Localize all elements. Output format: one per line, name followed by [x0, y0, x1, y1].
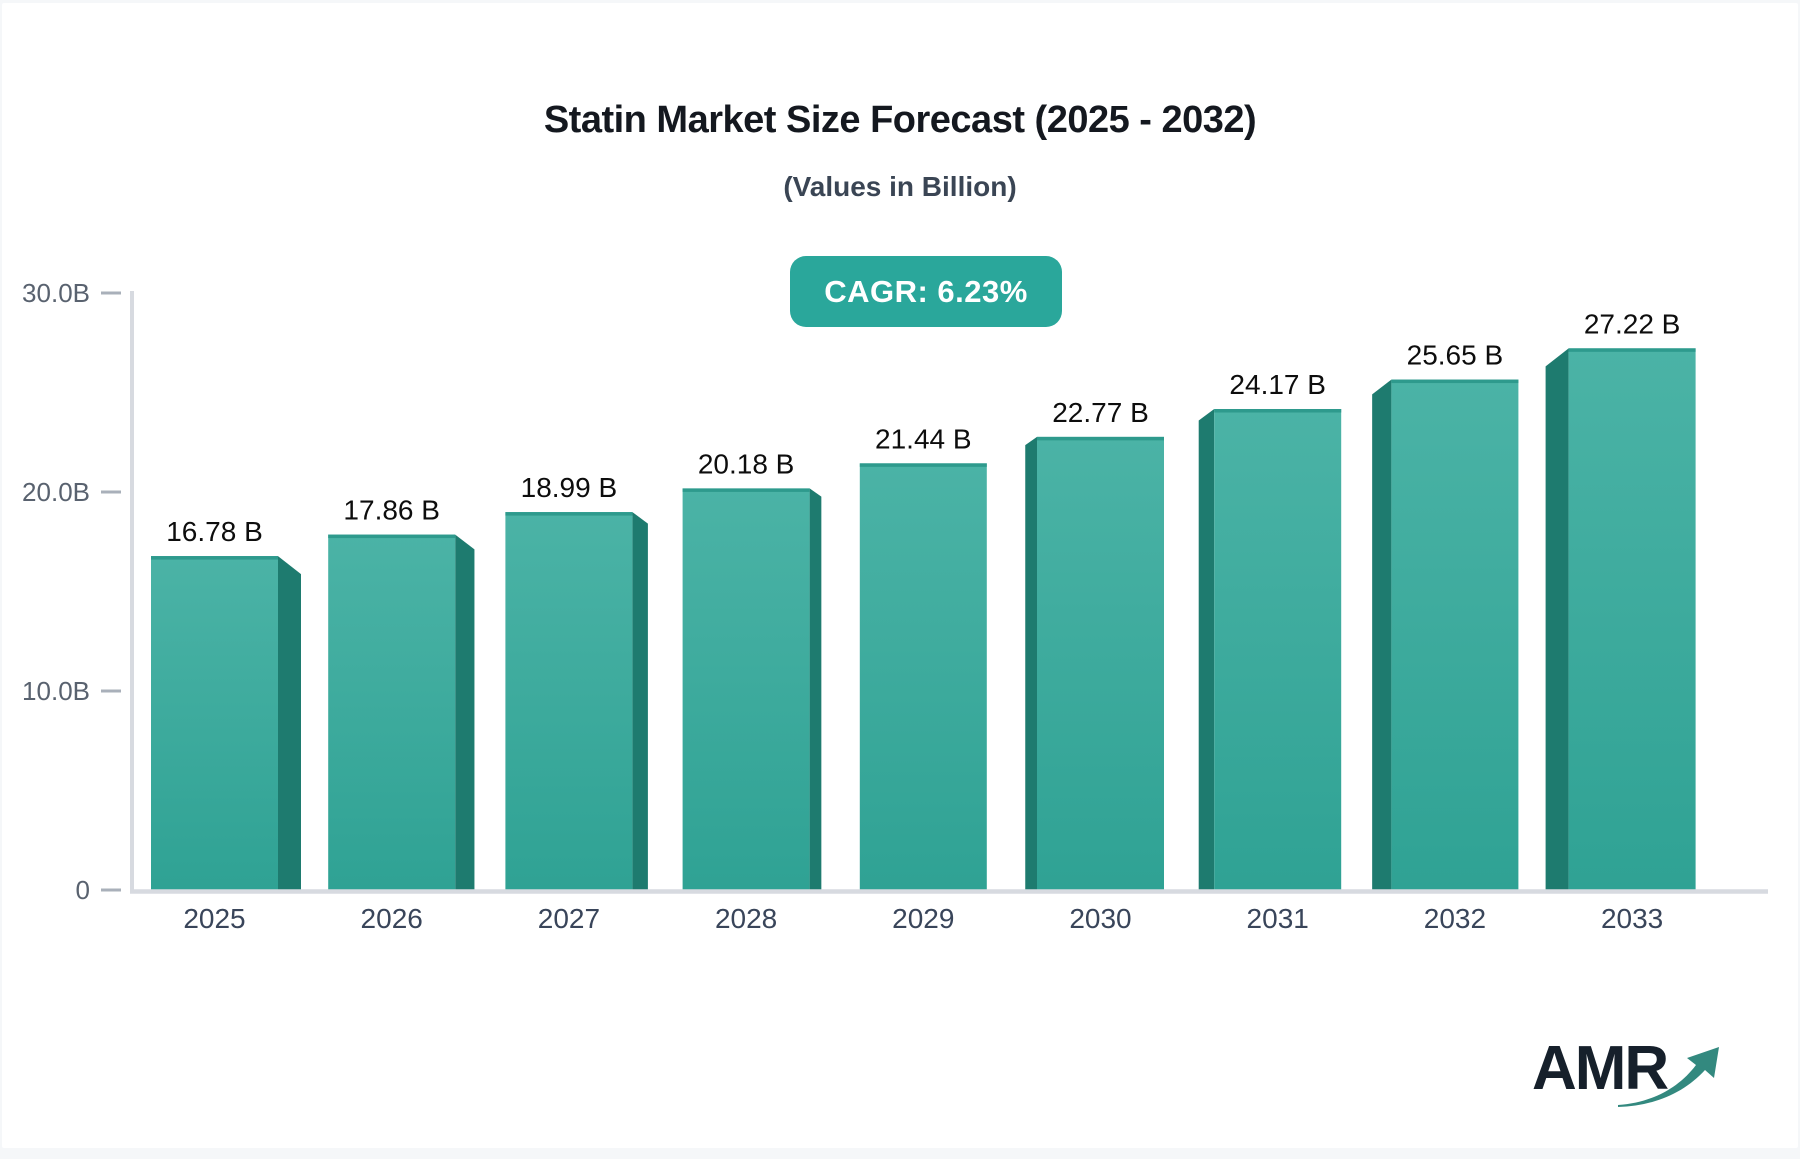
bar-group-2030[interactable]: 22.77 B: [1025, 397, 1164, 890]
brand-logo-text: AMR: [1532, 1034, 1669, 1103]
bar-side-face: [1372, 379, 1392, 890]
y-tick-label: 10.0B: [22, 676, 90, 706]
bar-side-face: [455, 534, 475, 890]
bar-value-label: 24.17 B: [1229, 369, 1326, 400]
bar-group-2025[interactable]: 16.78 B: [151, 516, 301, 890]
bar-group-2029[interactable]: 21.44 B: [859, 423, 987, 890]
bar-front-face[interactable]: [328, 534, 456, 890]
bar-front-face[interactable]: [1391, 379, 1519, 890]
bar-top-edge: [151, 556, 278, 560]
bar-value-label: 16.78 B: [166, 516, 263, 547]
bar-top-edge: [1568, 348, 1696, 352]
bar-front-face[interactable]: [859, 463, 987, 890]
y-tick-label: 0: [76, 875, 90, 905]
bar-top-edge: [682, 488, 810, 492]
bar-value-label: 25.65 B: [1407, 340, 1504, 371]
bar-side-face: [1025, 436, 1037, 890]
x-tick-label: 2025: [183, 903, 245, 934]
bar-top-edge: [1037, 436, 1164, 441]
bar-value-label: 27.22 B: [1584, 308, 1681, 339]
bar-side-face: [809, 488, 822, 890]
bar-group-2031[interactable]: 24.17 B: [1198, 369, 1342, 890]
x-tick-label: 2033: [1601, 903, 1663, 934]
brand-logo: AMR: [1532, 1033, 1732, 1113]
bar-front-face[interactable]: [505, 512, 633, 890]
bar-top-edge: [505, 512, 633, 516]
bar-chart: 0 10.0B 20.0B 30.0B 16.78 B 2025 17.86 B 2026 18…: [22, 278, 1768, 934]
bar-value-label: 22.77 B: [1052, 397, 1149, 428]
bar-value-label: 17.86 B: [343, 495, 440, 526]
chart-subtitle: (Values in Billion): [783, 171, 1017, 202]
bar-group-2032[interactable]: 25.65 B: [1372, 340, 1519, 890]
bar-value-label: 20.18 B: [698, 448, 795, 479]
x-tick-label: 2032: [1424, 903, 1486, 934]
x-tick-label: 2029: [892, 903, 954, 934]
y-tick-label: 30.0B: [22, 278, 90, 308]
x-tick-label: 2027: [538, 903, 600, 934]
x-tick-label: 2031: [1247, 903, 1309, 934]
bar-side-face: [1545, 348, 1569, 890]
bar-group-2028[interactable]: 20.18 B: [682, 448, 822, 890]
growth-arrow-icon: [1618, 1047, 1719, 1107]
bar-top-edge: [1214, 409, 1342, 413]
bar-side-face: [1198, 409, 1215, 890]
bar-front-face[interactable]: [151, 556, 278, 890]
bar-top-edge: [328, 534, 456, 539]
bar-group-2026[interactable]: 17.86 B: [328, 495, 475, 890]
chart-title: Statin Market Size Forecast (2025 - 2032…: [543, 99, 1257, 141]
bar-group-2033[interactable]: 27.22 B: [1545, 308, 1696, 890]
x-tick-label: 2028: [715, 903, 777, 934]
cagr-badge: CAGR: 6.23%: [790, 256, 1062, 327]
bar-group-2027[interactable]: 18.99 B: [505, 472, 648, 890]
x-tick-label: 2030: [1069, 903, 1131, 934]
bar-value-label: 21.44 B: [875, 423, 972, 454]
bar-top-edge: [859, 463, 987, 467]
y-tick-label: 20.0B: [22, 477, 90, 507]
bar-side-face: [278, 556, 301, 890]
bar-front-face[interactable]: [1568, 348, 1696, 890]
bar-side-face: [632, 512, 648, 890]
x-tick-label: 2026: [361, 903, 423, 934]
bar-front-face[interactable]: [1214, 409, 1342, 890]
bar-value-label: 18.99 B: [521, 472, 618, 503]
bar-front-face[interactable]: [682, 488, 810, 890]
bar-top-edge: [1391, 379, 1519, 384]
bar-front-face[interactable]: [1037, 436, 1164, 890]
chart-card: Statin Market Size Forecast (2025 - 2032…: [2, 3, 1798, 1148]
